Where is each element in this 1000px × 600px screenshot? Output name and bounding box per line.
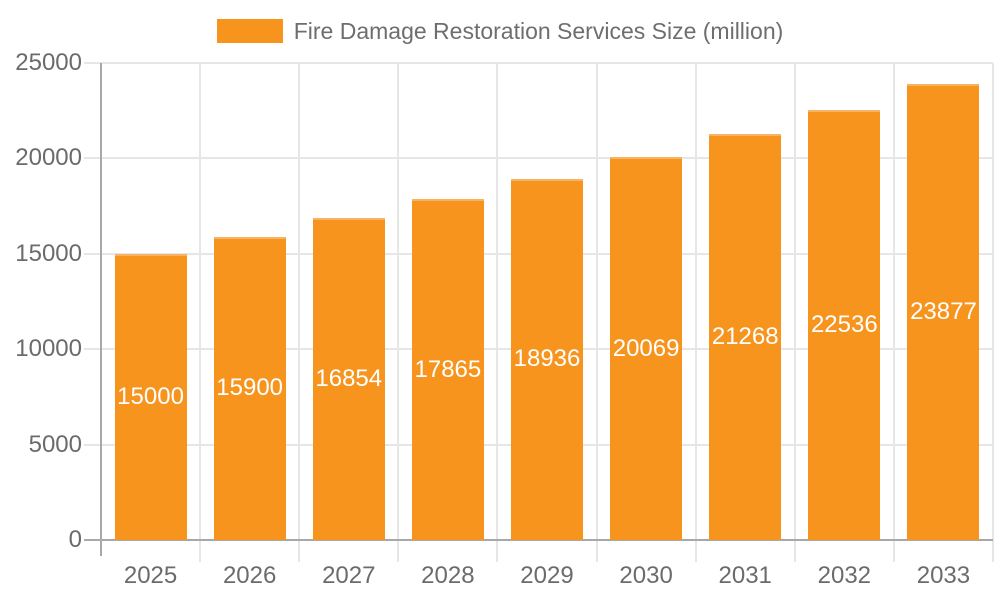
y-tick-label: 0 <box>68 526 82 553</box>
x-tick-label: 2031 <box>718 562 772 589</box>
x-gridline <box>793 63 796 562</box>
bar[interactable] <box>411 199 484 540</box>
x-tick-label: 2030 <box>619 562 673 589</box>
x-gridline <box>694 63 697 562</box>
x-gridline <box>892 63 895 562</box>
x-tick-label: 2027 <box>322 562 376 589</box>
x-tick-label: 2029 <box>520 562 574 589</box>
y-tick-label: 25000 <box>15 49 82 76</box>
x-gridline <box>595 63 598 562</box>
bar[interactable] <box>114 253 187 540</box>
x-tick-label: 2026 <box>222 562 277 589</box>
bar[interactable] <box>312 218 385 540</box>
y-gridline <box>84 62 993 64</box>
x-gridline <box>992 63 994 562</box>
legend[interactable]: Fire Damage Restoration Services Size (m… <box>0 19 1000 43</box>
x-tick-label: 2028 <box>421 562 475 589</box>
y-tick-label: 15000 <box>15 239 82 267</box>
x-tick-label: 2032 <box>817 562 872 589</box>
x-gridline <box>199 63 202 562</box>
x-axis-line <box>84 539 993 541</box>
bar[interactable] <box>907 84 980 540</box>
x-gridline <box>496 63 499 562</box>
bar[interactable] <box>808 110 881 540</box>
bar[interactable] <box>511 178 583 540</box>
bar[interactable] <box>213 236 286 540</box>
y-gridline <box>84 157 993 160</box>
x-tick-label: 2033 <box>916 562 971 589</box>
bar[interactable] <box>610 157 683 540</box>
y-tick-label: 20000 <box>15 144 82 172</box>
legend-swatch <box>216 19 283 43</box>
legend-label: Fire Damage Restoration Services Size (m… <box>293 18 784 44</box>
x-gridline <box>298 63 301 562</box>
y-tick-label: 5000 <box>28 430 82 458</box>
x-gridline <box>397 63 400 562</box>
y-tick-label: 10000 <box>15 335 82 363</box>
x-tick-label: 2025 <box>123 562 178 589</box>
y-axis-line <box>100 63 102 556</box>
bar[interactable] <box>709 134 782 540</box>
